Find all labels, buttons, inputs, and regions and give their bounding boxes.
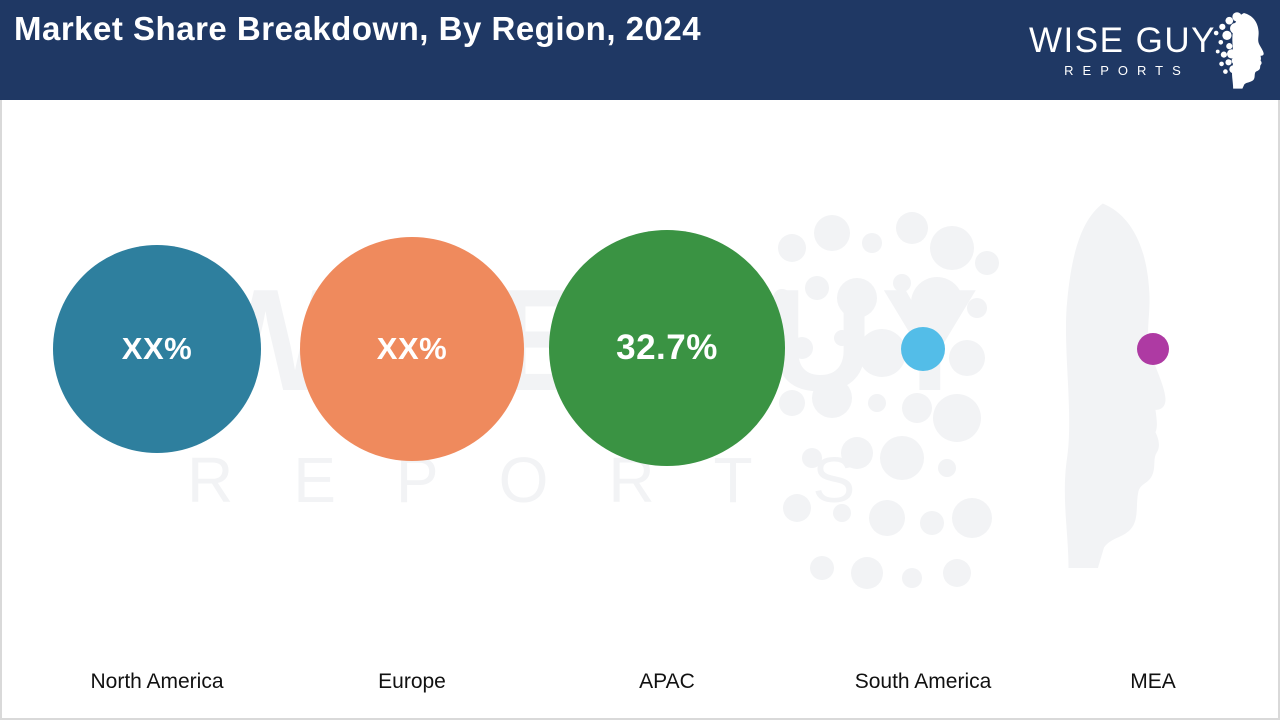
logo-wordmark: WISE GUY bbox=[1028, 20, 1216, 60]
wiseguy-logo-text: WISE GUY REPORTS bbox=[1029, 23, 1216, 78]
bubble-value-label: 32.7% bbox=[616, 328, 718, 367]
wiseguy-logo: WISE GUY REPORTS bbox=[1029, 6, 1264, 94]
header-bar: Market Share Breakdown, By Region, 2024 … bbox=[0, 0, 1280, 100]
bubble: 32.7% bbox=[549, 230, 785, 466]
wiseguy-head-icon bbox=[1213, 12, 1264, 89]
bubble-value-label: XX% bbox=[376, 331, 448, 366]
bubble-value-label: XX% bbox=[121, 331, 193, 366]
region-label: North America bbox=[90, 670, 224, 693]
logo-subtitle: REPORTS bbox=[1064, 62, 1190, 78]
region-label: APAC bbox=[639, 670, 695, 693]
watermark-subtitle: REPORTS bbox=[187, 444, 916, 516]
region-label: MEA bbox=[1130, 670, 1176, 693]
region-label: Europe bbox=[378, 670, 446, 693]
bubble bbox=[901, 327, 945, 371]
watermark-head-icon bbox=[773, 203, 1166, 589]
region-label: South America bbox=[854, 670, 992, 693]
page-title: Market Share Breakdown, By Region, 2024 bbox=[14, 10, 702, 47]
bubble: XX% bbox=[300, 237, 524, 461]
chart-area: WISE GUY REPORTS bbox=[0, 100, 1280, 720]
bubble bbox=[1137, 333, 1169, 365]
bubble: XX% bbox=[53, 245, 261, 453]
